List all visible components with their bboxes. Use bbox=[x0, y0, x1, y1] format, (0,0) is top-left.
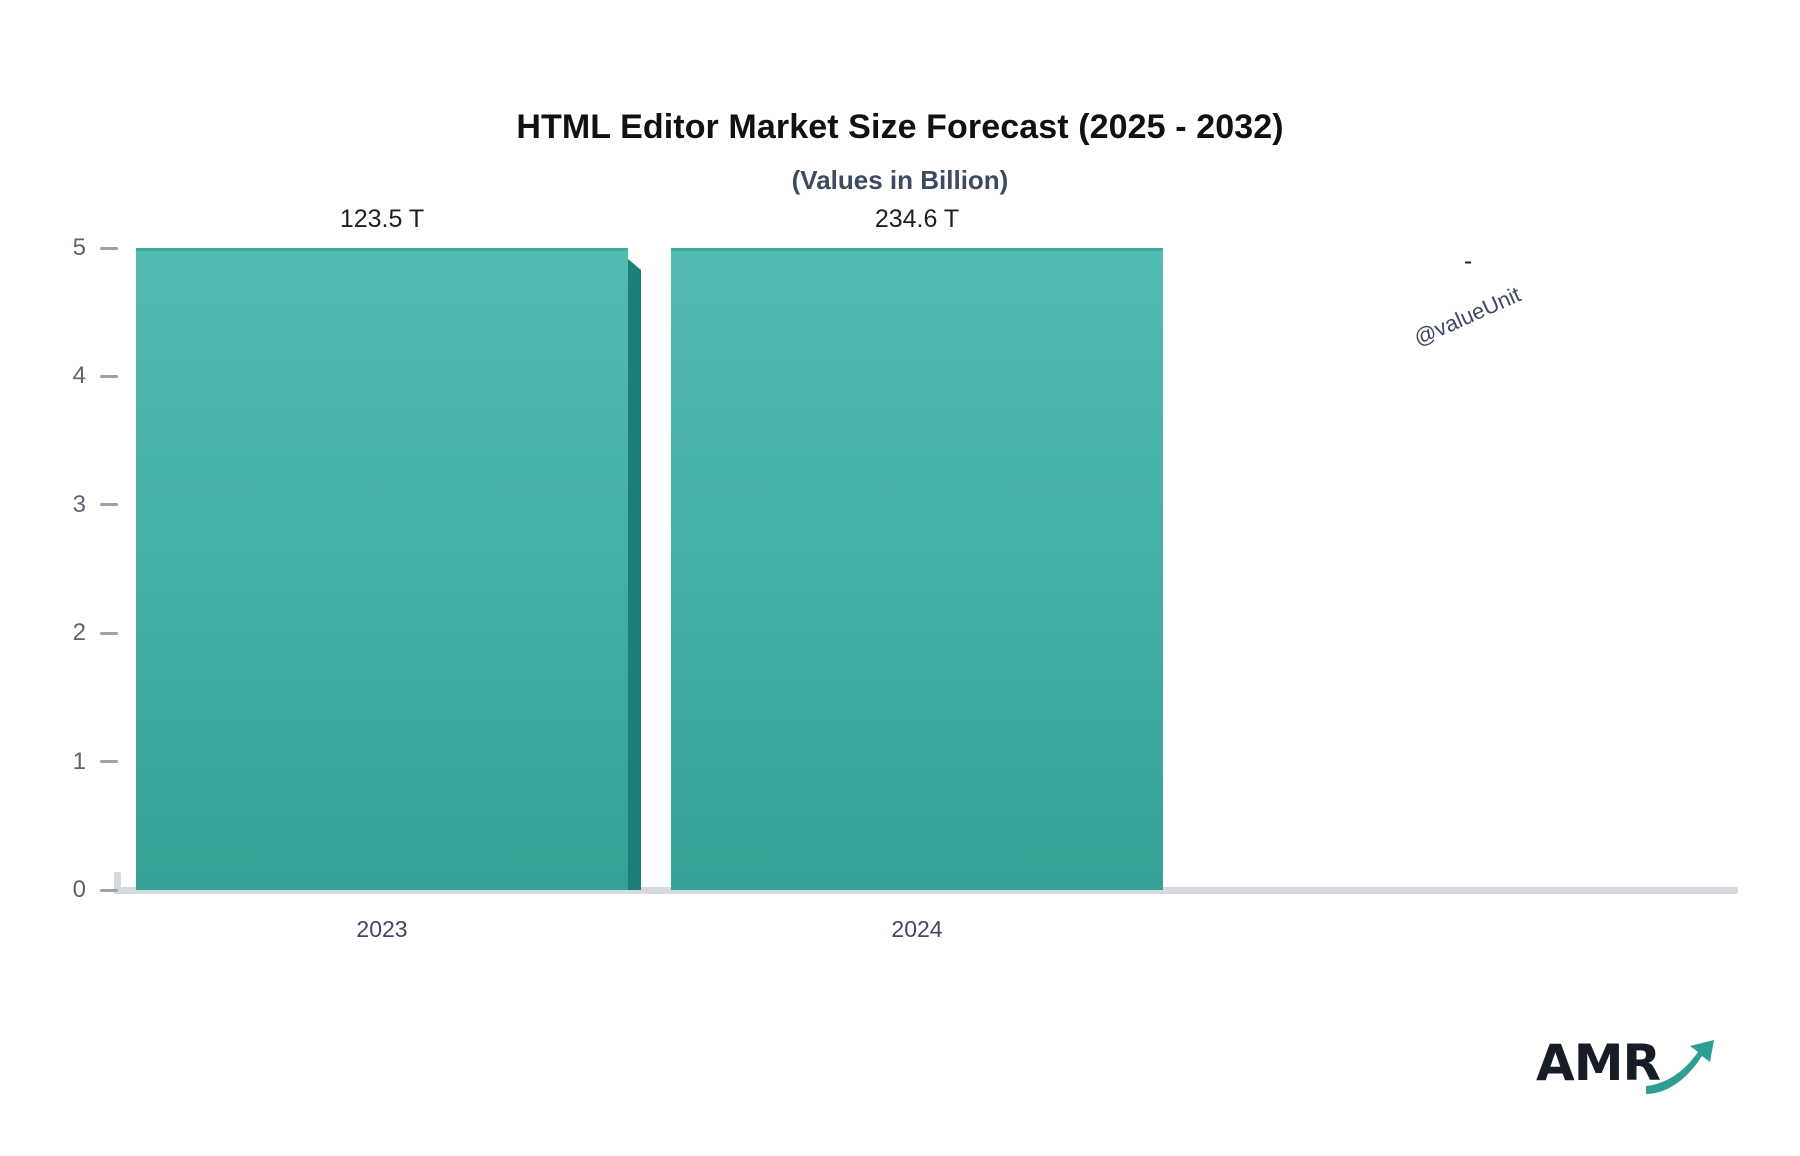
bar-side-face bbox=[628, 259, 641, 890]
y-tick-0: 0 bbox=[60, 876, 118, 904]
plot-area: 5 4 3 2 1 0 123.5 T 2023 bbox=[73, 205, 1738, 942]
chart-title: HTML Editor Market Size Forecast (2025 -… bbox=[516, 108, 1284, 146]
y-tick-label: 0 bbox=[72, 876, 86, 903]
bar-top-edge bbox=[671, 248, 1163, 251]
value-unit-annotation: @valueUnit bbox=[1410, 281, 1525, 351]
bar-value-label-2024: 234.6 T bbox=[874, 205, 960, 233]
y-tick-label: 5 bbox=[72, 234, 86, 261]
y-tick-dash-icon bbox=[100, 374, 118, 378]
amr-logo: AMR bbox=[1536, 1032, 1726, 1104]
x-category-label-2023: 2023 bbox=[356, 916, 408, 942]
growth-arrow-icon bbox=[1646, 1040, 1714, 1094]
bar-2024[interactable] bbox=[671, 248, 1163, 890]
y-tick-5: 5 bbox=[60, 234, 118, 262]
y-tick-dash-icon bbox=[100, 246, 118, 250]
x-category-label-2024: 2024 bbox=[891, 916, 943, 942]
y-tick-3: 3 bbox=[60, 491, 118, 519]
y-tick-1: 1 bbox=[60, 748, 118, 776]
y-tick-dash-icon bbox=[100, 888, 118, 892]
y-tick-label: 2 bbox=[72, 619, 86, 647]
y-tick-4: 4 bbox=[60, 362, 118, 390]
y-tick-label: 1 bbox=[72, 747, 86, 775]
bar-top-edge bbox=[136, 248, 628, 251]
x-axis-line bbox=[114, 887, 1738, 894]
y-tick-dash-icon bbox=[100, 503, 118, 507]
chart-subtitle: (Values in Billion) bbox=[791, 165, 1009, 195]
bar-2023[interactable] bbox=[136, 248, 641, 890]
y-tick-label: 3 bbox=[72, 490, 86, 518]
y-tick-2: 2 bbox=[60, 619, 118, 647]
y-axis-stub bbox=[114, 872, 121, 894]
bar-value-label-2023: 123.5 T bbox=[339, 205, 425, 233]
y-tick-label: 4 bbox=[72, 362, 86, 390]
y-tick-dash-icon bbox=[100, 760, 118, 764]
amr-wordmark: AMR bbox=[1536, 1034, 1661, 1092]
y-tick-dash-icon bbox=[100, 631, 118, 635]
empty-value-marker: - bbox=[1463, 247, 1473, 275]
